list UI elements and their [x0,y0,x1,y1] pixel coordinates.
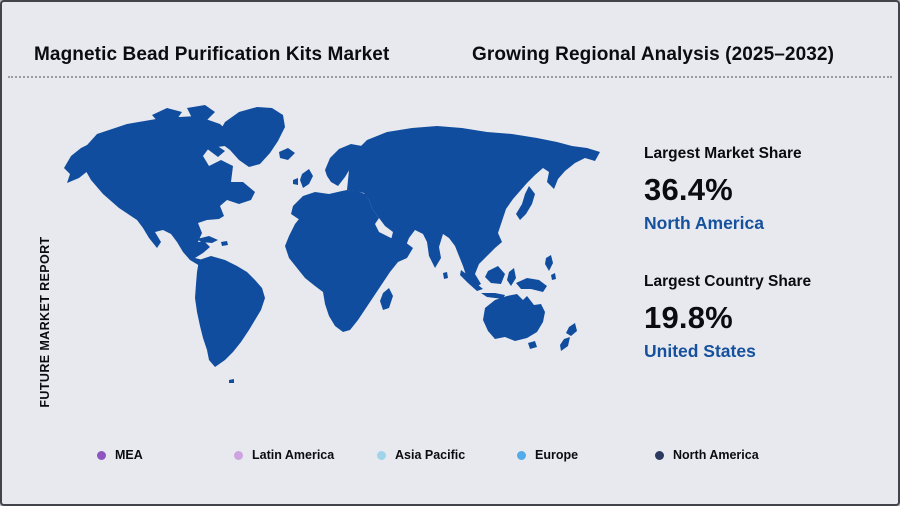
legend-label: Latin America [252,448,335,462]
page-title: Magnetic Bead Purification Kits Market [34,44,390,65]
legend-label: Asia Pacific [395,448,466,462]
stat-label: Largest Market Share [644,145,802,162]
legend-label: Europe [535,448,579,462]
stat-label: Largest Country Share [644,273,812,290]
legend-item-asia-pacific: Asia Pacific [377,448,465,462]
legend-dot-asia-pacific [377,450,386,460]
stat-region: United States [644,341,756,361]
world-land [64,105,600,383]
brand-watermark: FUTURE MARKET REPORT [38,236,52,408]
legend-label: MEA [115,448,143,462]
legend-dot-north-america [655,450,664,460]
legend-item-europe: Europe [517,448,578,462]
stats-panel: Largest Market Share 36.4% North America… [644,145,889,362]
legend-item-mea: MEA [97,448,143,462]
legend-label: North America [673,448,759,462]
legend-item-north-america: North America [655,448,759,462]
legend-dot-latin-america [234,450,243,460]
stat-country-share: Largest Country Share 19.8% United State… [644,273,889,362]
dotted-divider [8,76,892,78]
stat-value: 36.4% [644,172,733,207]
legend-item-latin-america: Latin America [234,448,334,462]
page-subtitle: Growing Regional Analysis (2025–2032) [472,44,835,65]
world-map-svg [64,105,600,383]
legend-dot-mea [97,450,106,460]
stat-region: North America [644,213,764,233]
stat-market-share: Largest Market Share 36.4% North America [644,145,889,234]
legend-dot-europe [517,450,526,460]
world-map [57,90,612,415]
stat-value: 19.8% [644,300,733,335]
legend: MEA Latin America Asia Pacific Europe No… [2,448,898,472]
